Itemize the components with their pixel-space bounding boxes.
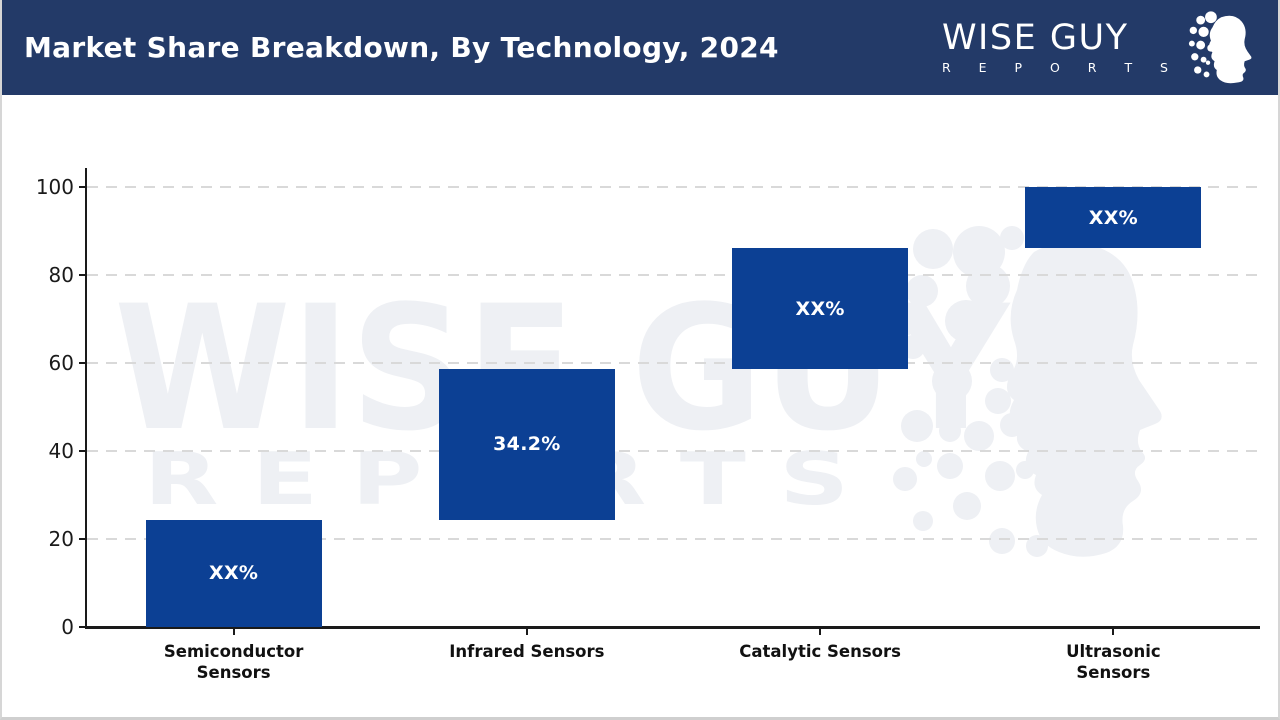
bar-2: 34.2% bbox=[438, 369, 615, 520]
y-tick-label: 80 bbox=[48, 263, 74, 287]
x-category-label: Catalytic Sensors bbox=[739, 642, 901, 661]
gridline-y-60 bbox=[87, 362, 1260, 364]
y-tick-mark bbox=[79, 450, 86, 452]
x-tick-mark bbox=[819, 629, 822, 635]
gridline-y-100 bbox=[87, 186, 1260, 188]
bar-value-label: XX% bbox=[209, 562, 259, 585]
y-tick-label: 20 bbox=[48, 527, 74, 551]
gridline-y-80 bbox=[87, 274, 1260, 276]
logo-head-icon bbox=[1188, 10, 1252, 83]
logo-subtext: R E P O R T S bbox=[941, 59, 1180, 75]
brand-logo: WISE GUY R E P O R T S bbox=[941, 10, 1252, 85]
y-tick-mark bbox=[79, 626, 86, 628]
y-tick-label: 40 bbox=[48, 439, 74, 463]
x-tick-mark bbox=[1112, 629, 1115, 635]
bar-3: XX% bbox=[732, 248, 909, 370]
chart-title: Market Share Breakdown, By Technology, 2… bbox=[24, 31, 779, 64]
y-tick-label: 0 bbox=[61, 615, 74, 639]
bar-value-label: XX% bbox=[1088, 206, 1138, 229]
bar-1: XX% bbox=[145, 519, 322, 627]
x-tick-mark bbox=[232, 629, 235, 635]
y-axis-line bbox=[85, 168, 87, 629]
watermark-head-icon bbox=[893, 226, 1162, 557]
x-category-label: Ultrasonic Sensors bbox=[1066, 642, 1161, 683]
gridline-y-40 bbox=[87, 450, 1260, 452]
y-tick-mark bbox=[79, 186, 86, 188]
x-axis-line bbox=[85, 626, 1260, 629]
y-tick-mark bbox=[79, 362, 86, 364]
y-tick-mark bbox=[79, 538, 86, 540]
logo-wordmark: WISE GUY bbox=[941, 17, 1129, 58]
header-band: Market Share Breakdown, By Technology, 2… bbox=[2, 0, 1278, 95]
y-tick-label: 60 bbox=[48, 351, 74, 375]
x-category-label: Semiconductor Sensors bbox=[163, 642, 304, 683]
y-tick-mark bbox=[79, 274, 86, 276]
brand-logo-text: WISE GUY R E P O R T S bbox=[941, 17, 1180, 75]
bar-value-label: XX% bbox=[795, 297, 845, 320]
y-tick-label: 100 bbox=[35, 175, 74, 199]
x-tick-mark bbox=[525, 629, 528, 635]
gridline-y-20 bbox=[87, 538, 1260, 540]
bar-value-label: 34.2% bbox=[493, 433, 561, 456]
bar-4: XX% bbox=[1025, 187, 1202, 249]
x-category-label: Infrared Sensors bbox=[449, 642, 605, 661]
